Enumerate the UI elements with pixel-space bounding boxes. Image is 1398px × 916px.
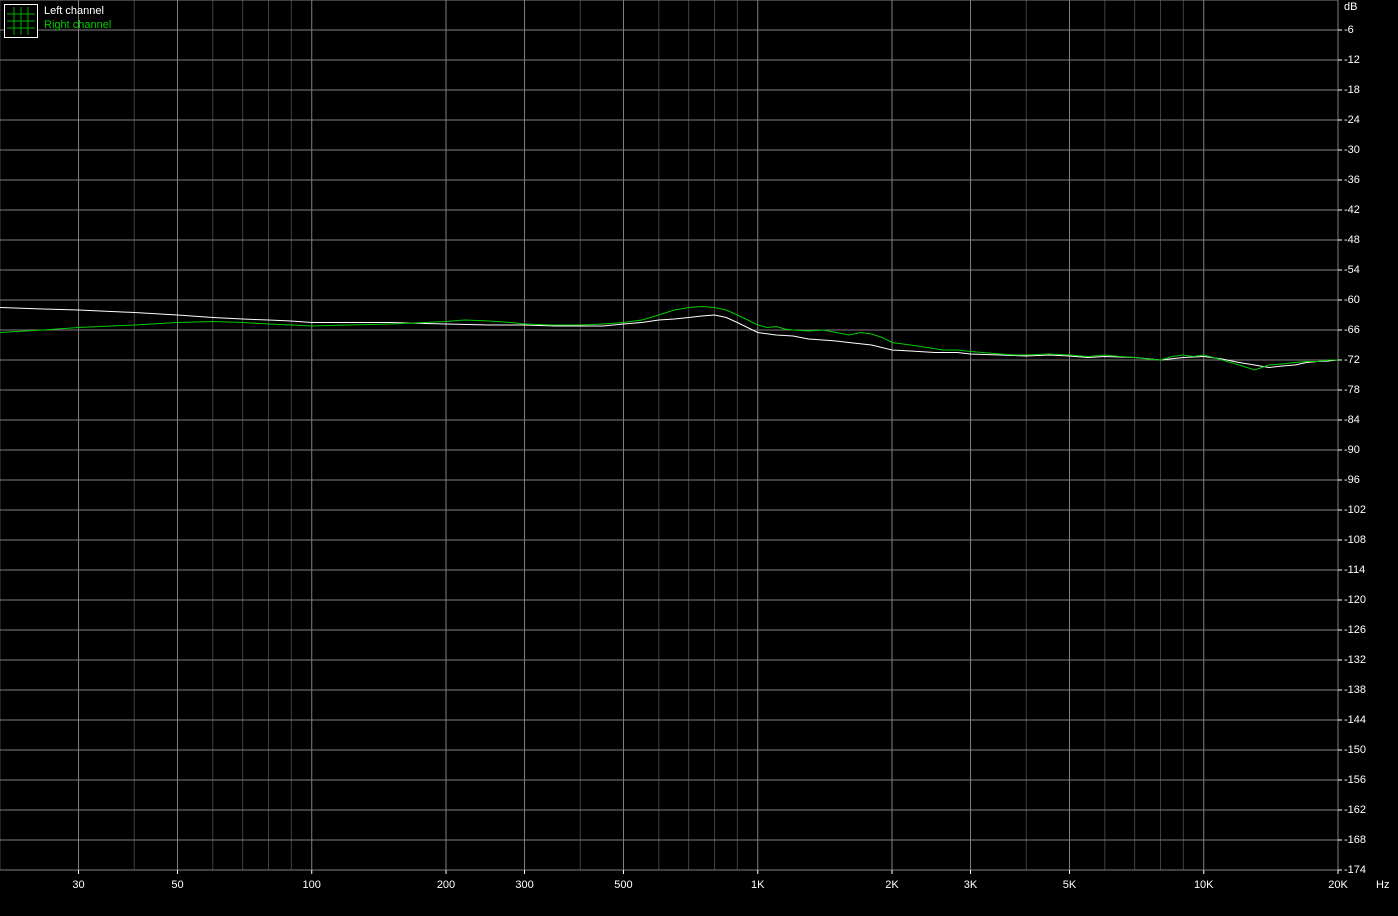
legend: Left channel Right channel bbox=[4, 4, 111, 38]
svg-text:-102: -102 bbox=[1344, 504, 1366, 516]
legend-labels: Left channel Right channel bbox=[44, 4, 111, 32]
svg-text:-72: -72 bbox=[1344, 354, 1360, 366]
spectrum-chart: dB -6 -12 -18 -24 -30 -36 -42 -48 -54 -60 -66 -72 -78… bbox=[0, 0, 1398, 916]
svg-text:100: 100 bbox=[303, 879, 321, 891]
svg-text:5K: 5K bbox=[1063, 879, 1077, 891]
legend-left-label: Left channel bbox=[44, 4, 111, 18]
legend-right-label: Right channel bbox=[44, 18, 111, 32]
svg-text:-144: -144 bbox=[1344, 714, 1366, 726]
svg-text:3K: 3K bbox=[964, 879, 978, 891]
svg-text:-84: -84 bbox=[1344, 414, 1360, 426]
svg-text:-132: -132 bbox=[1344, 654, 1366, 666]
svg-text:-18: -18 bbox=[1344, 84, 1360, 96]
svg-text:-30: -30 bbox=[1344, 144, 1360, 156]
svg-text:-126: -126 bbox=[1344, 624, 1366, 636]
svg-text:-156: -156 bbox=[1344, 774, 1366, 786]
svg-text:-138: -138 bbox=[1344, 684, 1366, 696]
svg-text:200: 200 bbox=[437, 879, 455, 891]
svg-text:dB: dB bbox=[1344, 1, 1357, 13]
svg-text:Hz: Hz bbox=[1376, 879, 1389, 891]
svg-text:1K: 1K bbox=[751, 879, 765, 891]
chart-canvas: dB -6 -12 -18 -24 -30 -36 -42 -48 -54 -60 -66 -72 -78… bbox=[0, 0, 1398, 916]
svg-text:-168: -168 bbox=[1344, 834, 1366, 846]
svg-text:10K: 10K bbox=[1194, 879, 1214, 891]
svg-text:-24: -24 bbox=[1344, 114, 1360, 126]
svg-text:-54: -54 bbox=[1344, 264, 1360, 276]
svg-text:300: 300 bbox=[515, 879, 533, 891]
svg-text:-78: -78 bbox=[1344, 384, 1360, 396]
svg-text:-48: -48 bbox=[1344, 234, 1360, 246]
svg-text:50: 50 bbox=[171, 879, 183, 891]
svg-text:-114: -114 bbox=[1344, 564, 1365, 576]
svg-text:20K: 20K bbox=[1328, 879, 1348, 891]
svg-text:2K: 2K bbox=[885, 879, 899, 891]
svg-text:-150: -150 bbox=[1344, 744, 1366, 756]
svg-text:-162: -162 bbox=[1344, 804, 1366, 816]
svg-text:-174: -174 bbox=[1344, 864, 1366, 876]
svg-text:-42: -42 bbox=[1344, 204, 1360, 216]
svg-text:-60: -60 bbox=[1344, 294, 1360, 306]
svg-text:-120: -120 bbox=[1344, 594, 1366, 606]
svg-text:-90: -90 bbox=[1344, 444, 1360, 456]
svg-text:500: 500 bbox=[614, 879, 632, 891]
svg-text:30: 30 bbox=[72, 879, 84, 891]
svg-text:-96: -96 bbox=[1344, 474, 1360, 486]
svg-text:-108: -108 bbox=[1344, 534, 1366, 546]
legend-grid-icon bbox=[4, 4, 38, 38]
svg-text:-6: -6 bbox=[1344, 24, 1354, 36]
svg-text:-12: -12 bbox=[1344, 54, 1360, 66]
svg-text:-66: -66 bbox=[1344, 324, 1360, 336]
svg-text:-36: -36 bbox=[1344, 174, 1360, 186]
